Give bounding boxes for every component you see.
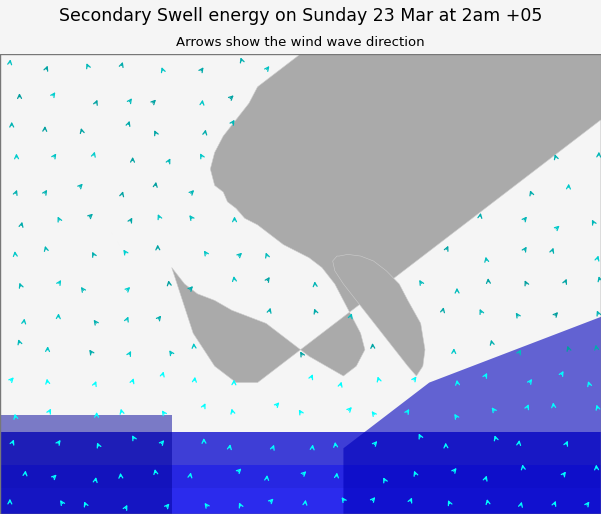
Polygon shape — [0, 432, 601, 514]
Polygon shape — [172, 54, 601, 382]
Text: Arrows show the wind wave direction: Arrows show the wind wave direction — [176, 35, 425, 49]
Polygon shape — [333, 254, 425, 376]
Polygon shape — [0, 415, 172, 514]
Polygon shape — [0, 465, 601, 514]
Text: Secondary Swell energy on Sunday 23 Mar at 2am +05: Secondary Swell energy on Sunday 23 Mar … — [59, 7, 542, 25]
Polygon shape — [343, 317, 601, 514]
Polygon shape — [0, 488, 601, 514]
